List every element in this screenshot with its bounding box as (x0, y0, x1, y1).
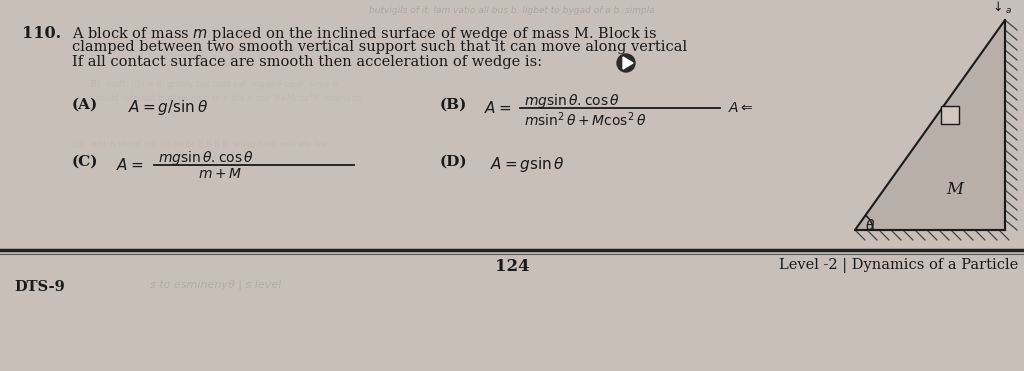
Text: 110.: 110. (22, 25, 61, 42)
Text: (B): (B) (440, 98, 467, 112)
Circle shape (617, 54, 635, 72)
Text: 124: 124 (495, 258, 529, 275)
Polygon shape (941, 106, 959, 124)
Text: $mg\sin\theta.\cos\theta$: $mg\sin\theta.\cos\theta$ (524, 92, 620, 110)
Text: $\mathbf{B)}$  moft  (D) = q  grably but hold sof  mgsin$\theta$.cos$\theta$  si: $\mathbf{B)}$ moft (D) = q grably but ho… (90, 78, 340, 91)
Text: s to esminenyθ | s level: s to esminenyθ | s level (150, 280, 282, 290)
Text: butvigils of it. lam vatio all bus b. ligbet to bygad of a b. simpla: butvigils of it. lam vatio all bus b. li… (369, 6, 655, 15)
Text: M: M (946, 181, 964, 198)
Text: $m\sin^2\theta+M\cos^2\theta$: $m\sin^2\theta+M\cos^2\theta$ (524, 110, 646, 129)
Text: (c)   which shold oth till on bc b b b b  while hold well ele lev: (c) which shold oth till on bc b b b b w… (72, 140, 327, 149)
Text: $m+M$: $m+M$ (198, 167, 242, 181)
Text: should hold out that on lm b to b the $m\cos^2\theta$+$M\cos^2\theta$  intens to: should hold out that on lm b to b the $m… (90, 92, 362, 104)
Text: $mg\sin\theta.\cos\theta$: $mg\sin\theta.\cos\theta$ (158, 149, 254, 167)
Text: If all contact surface are smooth then acceleration of wedge is:: If all contact surface are smooth then a… (72, 55, 542, 69)
Text: (A): (A) (72, 98, 98, 112)
Text: $A =g/\sin\theta$: $A =g/\sin\theta$ (128, 98, 208, 117)
Text: A block of mass $m$ placed on the inclined surface of wedge of mass M. Block is: A block of mass $m$ placed on the inclin… (72, 25, 657, 43)
Text: $A=$: $A=$ (484, 100, 511, 116)
Polygon shape (855, 20, 1005, 230)
Text: $\theta$: $\theta$ (865, 219, 876, 233)
Text: $A=$: $A=$ (116, 157, 143, 173)
Text: $\downarrow_a$: $\downarrow_a$ (990, 0, 1012, 16)
Text: Level -2 | Dynamics of a Particle: Level -2 | Dynamics of a Particle (778, 258, 1018, 273)
Text: $A\Leftarrow$: $A\Leftarrow$ (728, 101, 754, 115)
Text: (C): (C) (72, 155, 98, 169)
Text: DTS-9: DTS-9 (14, 280, 65, 294)
Text: clamped between two smooth vertical support such that it can move along vertical: clamped between two smooth vertical supp… (72, 40, 687, 54)
Polygon shape (623, 57, 633, 69)
Text: (D): (D) (440, 155, 468, 169)
Text: $A=g\sin\theta$: $A=g\sin\theta$ (490, 155, 565, 174)
